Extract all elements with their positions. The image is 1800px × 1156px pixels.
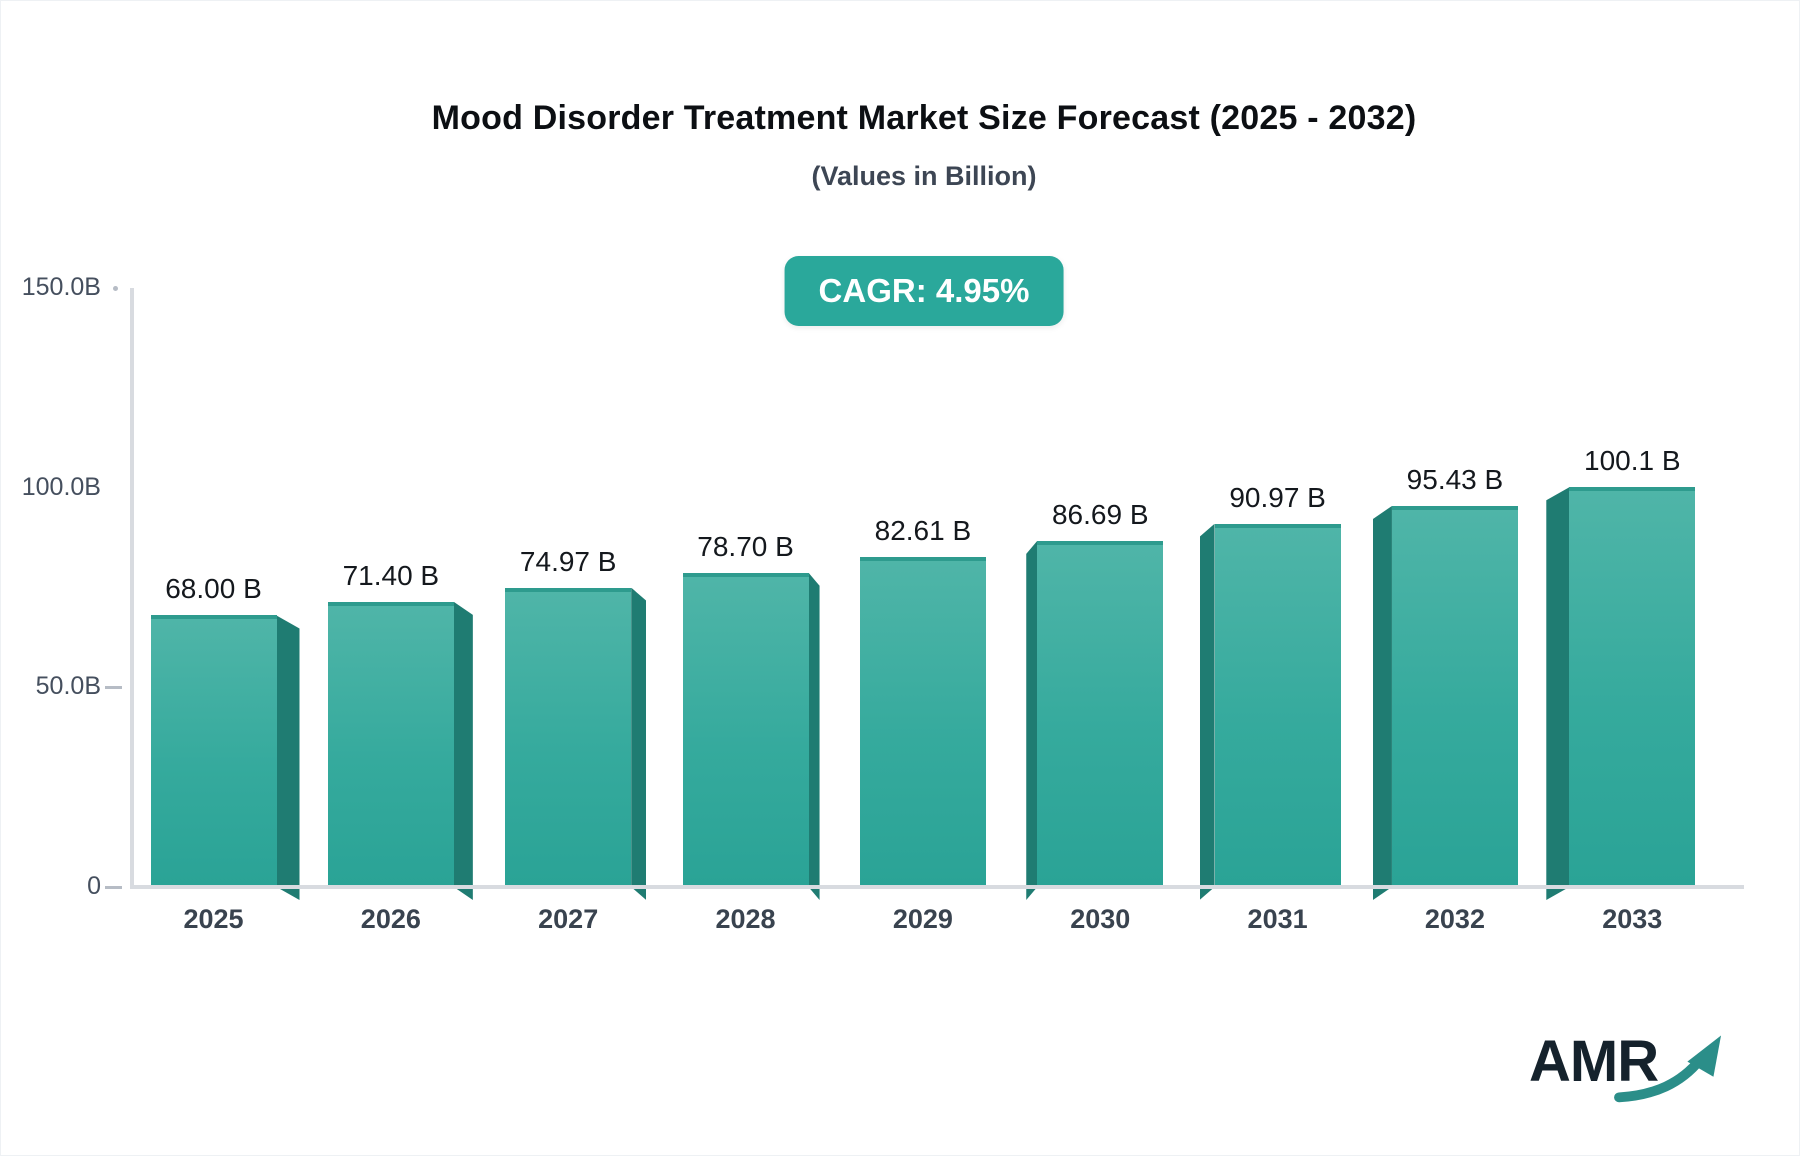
x-axis-label-2031: 2031: [1247, 904, 1308, 934]
bar-value-label-2029: 82.61 B: [874, 515, 972, 547]
bar-value-label-2032: 95.43 B: [1406, 463, 1504, 495]
bar-value-label-2028: 78.70 B: [697, 530, 794, 562]
bar-2033: [1569, 487, 1696, 887]
bar-value-label-2031: 90.97 B: [1229, 481, 1326, 513]
y-axis-label-50: 50.0B: [35, 672, 101, 701]
bar-value-label-2030: 86.69 B: [1051, 498, 1149, 530]
bar-2025: [150, 615, 277, 887]
x-axis-label-2025: 2025: [183, 904, 244, 934]
bar-side-face-2027: [631, 588, 646, 900]
x-axis-label-2029: 2029: [892, 904, 953, 934]
bar-2031: [1214, 523, 1341, 887]
bar-side-face-2033: [1546, 487, 1569, 900]
amr-logo-text: AMR: [1529, 1029, 1659, 1094]
x-axis-line: [130, 885, 1744, 889]
bar-value-label-2027: 74.97 B: [519, 545, 617, 577]
y-axis-line: [130, 288, 134, 889]
bar-2029: [859, 557, 986, 887]
cagr-badge: CAGR: 4.95%: [784, 256, 1064, 327]
growth-arrow-icon: [1614, 1035, 1722, 1103]
x-axis-label-2033: 2033: [1602, 904, 1663, 934]
chart-title: Mood Disorder Treatment Market Size Fore…: [431, 99, 1417, 137]
x-axis-label-2028: 2028: [715, 904, 776, 934]
bar-side-face-2032: [1373, 506, 1392, 900]
y-axis-tick: [105, 886, 122, 889]
bar-value-label-2025: 68.00 B: [165, 573, 262, 605]
bar-2026: [327, 601, 454, 887]
bar-value-label-2026: 71.40 B: [342, 559, 440, 591]
x-axis-label-2026: 2026: [360, 904, 421, 934]
bar-side-face-2028: [809, 573, 820, 900]
y-axis-tick: [113, 286, 118, 292]
y-axis-label-0: 0: [87, 872, 101, 900]
bar-2027: [505, 587, 632, 887]
bar-side-face-2030: [1026, 541, 1037, 900]
bar-2032: [1391, 505, 1518, 887]
y-axis-label-150: 150.0B: [21, 273, 101, 302]
amr-logo: AMR: [1529, 1033, 1779, 1123]
x-axis-label-2032: 2032: [1424, 904, 1485, 934]
bar-side-face-2025: [277, 615, 300, 900]
y-axis-label-100: 100.0B: [21, 472, 101, 501]
bar-2030: [1037, 540, 1164, 887]
chart-subtitle: (Values in Billion): [811, 161, 1037, 191]
bar-side-face-2031: [1200, 524, 1215, 900]
x-axis-label-2030: 2030: [1070, 904, 1131, 934]
bar-side-face-2026: [454, 602, 473, 900]
x-axis-label-2027: 2027: [538, 904, 599, 934]
bar-value-label-2033: 100.1 B: [1584, 445, 1681, 477]
y-axis-tick: [105, 686, 122, 690]
bar-2028: [682, 572, 809, 887]
